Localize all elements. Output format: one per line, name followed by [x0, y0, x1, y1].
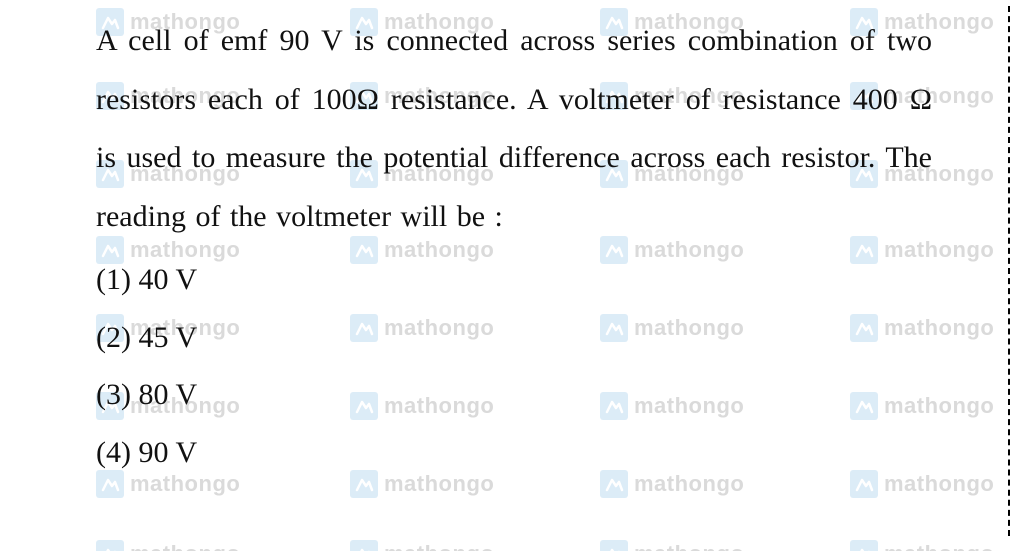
option-4-label: (4) [96, 436, 131, 469]
option-3-label: (3) [96, 378, 131, 411]
watermark-cell: mathongo [600, 540, 744, 551]
option-4-value: 90 V [138, 436, 197, 469]
option-1: (1) 40 V [96, 252, 932, 308]
vertical-ruler [1006, 6, 1010, 536]
watermark-cell: mathongo [96, 540, 240, 551]
option-1-value: 40 V [138, 263, 197, 296]
option-2-label: (2) [96, 321, 131, 354]
watermark-icon [600, 540, 628, 551]
page: mathongomathongomathongomathongomathongo… [0, 0, 1024, 551]
option-1-label: (1) [96, 263, 131, 296]
options-list: (1) 40 V (2) 45 V (3) 80 V (4) 90 V [96, 252, 932, 480]
watermark-text: mathongo [634, 541, 744, 551]
watermark-text: mathongo [884, 541, 994, 551]
option-3: (3) 80 V [96, 367, 932, 423]
watermark-cell: mathongo [350, 540, 494, 551]
watermark-text: mathongo [384, 541, 494, 551]
option-2: (2) 45 V [96, 310, 932, 366]
content: A cell of emf 90 V is connected across s… [0, 0, 1024, 480]
option-2-value: 45 V [138, 321, 197, 354]
option-4: (4) 90 V [96, 425, 932, 481]
watermark-cell: mathongo [850, 540, 994, 551]
question-text: A cell of emf 90 V is connected across s… [96, 12, 932, 246]
watermark-icon [850, 540, 878, 551]
watermark-text: mathongo [130, 541, 240, 551]
option-3-value: 80 V [138, 378, 197, 411]
watermark-icon [96, 540, 124, 551]
watermark-icon [350, 540, 378, 551]
